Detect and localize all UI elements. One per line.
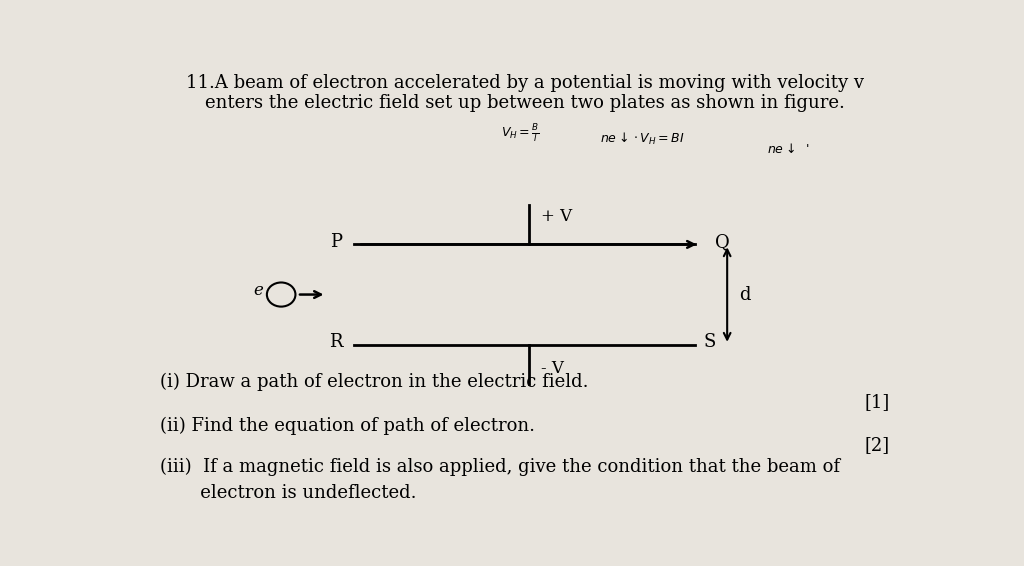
Text: e: e bbox=[253, 282, 263, 299]
Text: [1]: [1] bbox=[864, 393, 890, 410]
Text: $ne{\downarrow} \cdot V_H = BI$: $ne{\downarrow} \cdot V_H = BI$ bbox=[600, 131, 685, 147]
Text: (ii) Find the equation of path of electron.: (ii) Find the equation of path of electr… bbox=[160, 417, 535, 435]
Text: P: P bbox=[331, 233, 342, 251]
Text: electron is undeflected.: electron is undeflected. bbox=[160, 484, 416, 502]
Text: Q: Q bbox=[715, 233, 730, 251]
Text: (iii)  If a magnetic field is also applied, give the condition that the beam of: (iii) If a magnetic field is also applie… bbox=[160, 458, 840, 476]
Text: $V_H = \frac{B}{I}$: $V_H = \frac{B}{I}$ bbox=[502, 122, 541, 144]
Text: 11.A beam of electron accelerated by a potential is moving with velocity v: 11.A beam of electron accelerated by a p… bbox=[185, 75, 864, 92]
Text: (i) Draw a path of electron in the electric field.: (i) Draw a path of electron in the elect… bbox=[160, 373, 588, 391]
Text: R: R bbox=[329, 333, 342, 351]
Text: $ne{\downarrow}$  ': $ne{\downarrow}$ ' bbox=[767, 142, 810, 156]
Text: S: S bbox=[703, 333, 716, 351]
Text: - V: - V bbox=[541, 360, 563, 377]
Text: [2]: [2] bbox=[864, 436, 890, 454]
Text: enters the electric field set up between two plates as shown in figure.: enters the electric field set up between… bbox=[205, 94, 845, 112]
Text: d: d bbox=[739, 285, 751, 303]
Text: + V: + V bbox=[541, 208, 571, 225]
